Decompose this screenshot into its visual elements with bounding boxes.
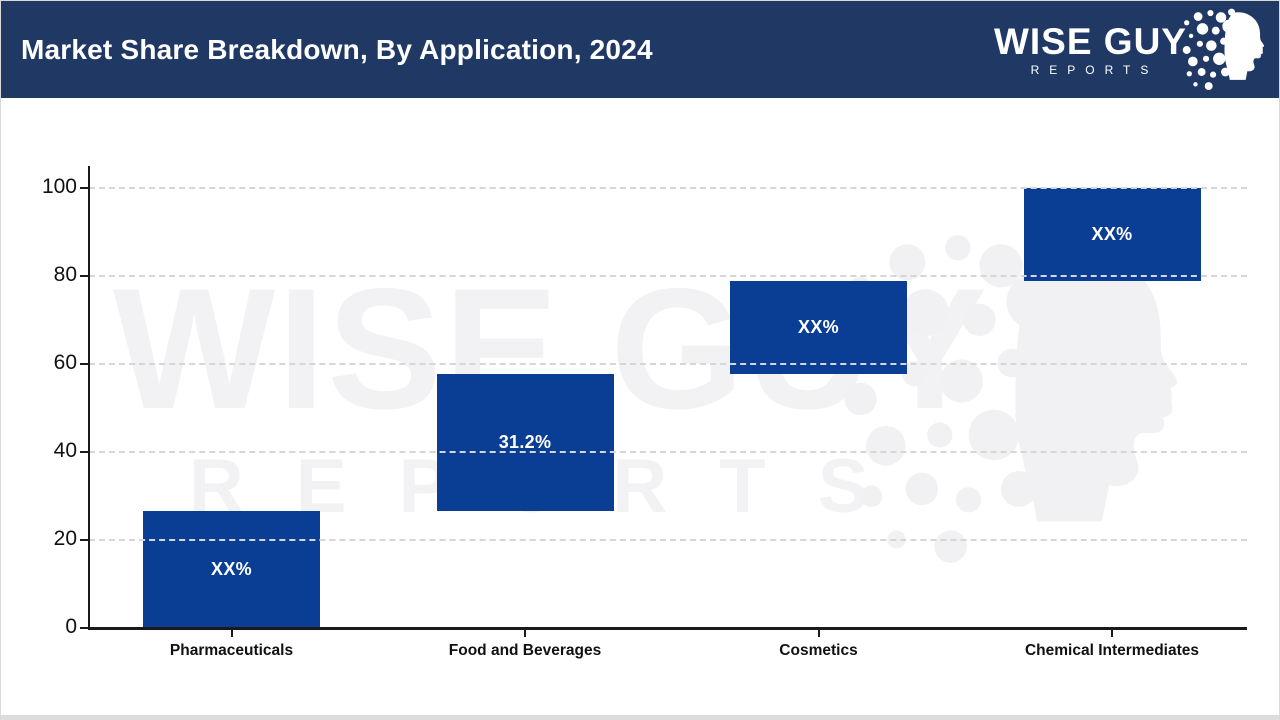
- bar-value-label: XX%: [798, 316, 839, 337]
- bar-value-label: XX%: [1091, 223, 1133, 244]
- bar-chemical-intermediates: [1023, 188, 1201, 281]
- brand-name: WISE GUY: [993, 20, 1187, 62]
- gridline: [89, 363, 1247, 365]
- x-tick-mark: [817, 629, 820, 637]
- bar-pharmaceuticals: [143, 510, 320, 628]
- x-axis-line: [88, 627, 1247, 630]
- y-tick-mark: [80, 451, 89, 453]
- x-tick-mark: [1111, 629, 1113, 637]
- x-category-label-chemical-intermediates: Chemical Intermediates: [1024, 642, 1199, 659]
- y-tick-label: 100: [41, 175, 77, 198]
- brand-subtitle: REPORTS: [1030, 62, 1159, 77]
- y-tick-label: 40: [53, 439, 77, 462]
- y-axis-line: [88, 166, 90, 630]
- y-tick-label: 80: [53, 263, 77, 286]
- bar-food-and-beverages: [436, 373, 614, 511]
- x-tick-mark: [524, 629, 526, 637]
- gridline: [89, 451, 1247, 453]
- bar-value-label: 31.2%: [498, 431, 552, 452]
- brand-face-icon: [1182, 8, 1265, 90]
- x-category-label-cosmetics: Cosmetics: [779, 642, 858, 659]
- y-tick-label: 60: [53, 351, 77, 374]
- header-bar: Market Share Breakdown, By Application, …: [1, 1, 1279, 98]
- brand-logo: WISE GUY REPORTS: [994, 6, 1267, 94]
- gridline: [89, 539, 1247, 541]
- y-tick-mark: [80, 187, 89, 189]
- gridline: [89, 275, 1247, 277]
- bar-cosmetics: [730, 280, 907, 374]
- y-tick-label: 0: [65, 615, 77, 638]
- y-tick-label: 20: [53, 527, 77, 550]
- page-title: Market Share Breakdown, By Application, …: [21, 33, 653, 65]
- x-category-label-pharmaceuticals: Pharmaceuticals: [169, 642, 294, 659]
- y-tick-mark: [80, 627, 89, 629]
- bar-value-label: XX%: [211, 558, 252, 579]
- gridline: [89, 187, 1247, 189]
- y-tick-mark: [80, 275, 89, 277]
- y-tick-mark: [80, 539, 89, 541]
- x-tick-mark: [230, 629, 233, 637]
- y-tick-mark: [80, 363, 89, 365]
- x-category-label-food-and-beverages: Food and Beverages: [448, 642, 602, 659]
